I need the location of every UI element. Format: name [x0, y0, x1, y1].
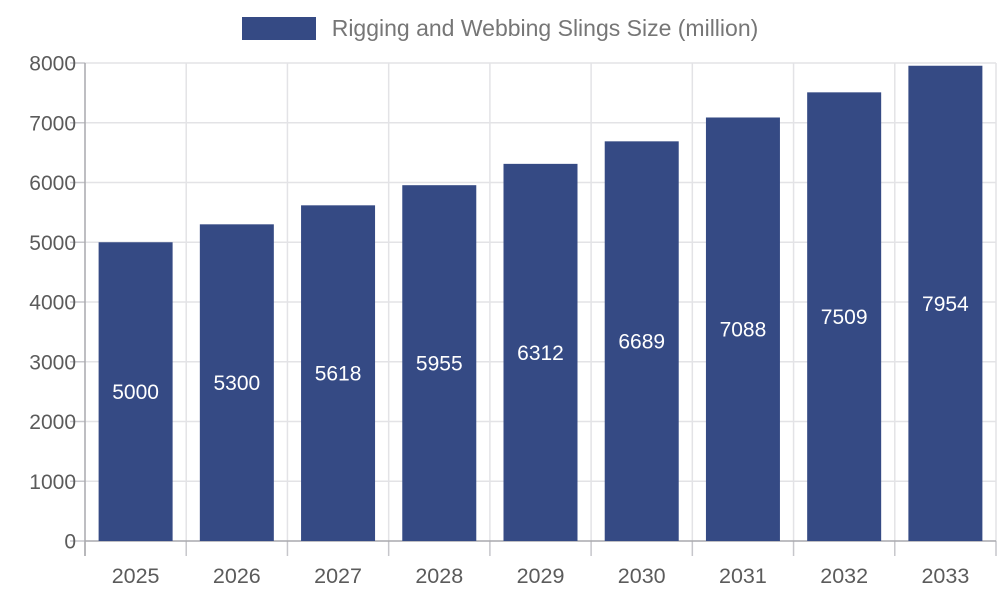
x-tick-label: 2033	[921, 564, 969, 588]
y-tick-label: 3000	[29, 351, 76, 374]
bar-value-label: 5618	[315, 363, 362, 386]
x-tick-label: 2031	[719, 564, 767, 588]
y-tick-label: 0	[64, 531, 76, 554]
y-tick-label: 6000	[29, 172, 76, 195]
bar	[199, 224, 274, 541]
bar	[908, 65, 983, 541]
x-tick-label: 2025	[112, 564, 160, 588]
bar	[705, 117, 780, 541]
x-tick-label: 2027	[314, 564, 362, 588]
legend-label[interactable]: Rigging and Webbing Slings Size (million…	[331, 15, 759, 41]
bar-value-label: 6689	[618, 331, 665, 354]
x-tick-label: 2032	[820, 564, 868, 588]
y-tick-label: 7000	[29, 112, 76, 135]
bar-value-label: 7954	[922, 293, 969, 316]
y-tick-label: 8000	[29, 53, 76, 76]
bar-value-label: 5000	[112, 381, 159, 404]
y-tick-label: 5000	[29, 232, 76, 255]
y-tick-label: 4000	[29, 292, 76, 315]
y-tick-label: 1000	[29, 471, 76, 494]
bar	[301, 205, 376, 541]
x-tick-label: 2030	[618, 564, 666, 588]
x-tick-label: 2028	[415, 564, 463, 588]
bar-value-label: 7509	[821, 306, 868, 329]
bar	[98, 242, 173, 541]
x-tick-label: 2029	[517, 564, 565, 588]
x-tick-label: 2026	[213, 564, 261, 588]
y-tick-label: 2000	[29, 411, 76, 434]
legend-swatch[interactable]	[241, 17, 316, 40]
chart-legend[interactable]: Rigging and Webbing Slings Size (million…	[0, 17, 1000, 40]
bar-value-label: 6312	[517, 342, 564, 365]
bar-value-label: 5955	[416, 353, 463, 376]
bar	[402, 185, 477, 541]
bar-value-label: 7088	[720, 319, 767, 342]
bar	[604, 141, 679, 541]
bar	[503, 163, 578, 541]
bar-value-label: 5300	[213, 372, 260, 395]
bar	[807, 92, 882, 541]
